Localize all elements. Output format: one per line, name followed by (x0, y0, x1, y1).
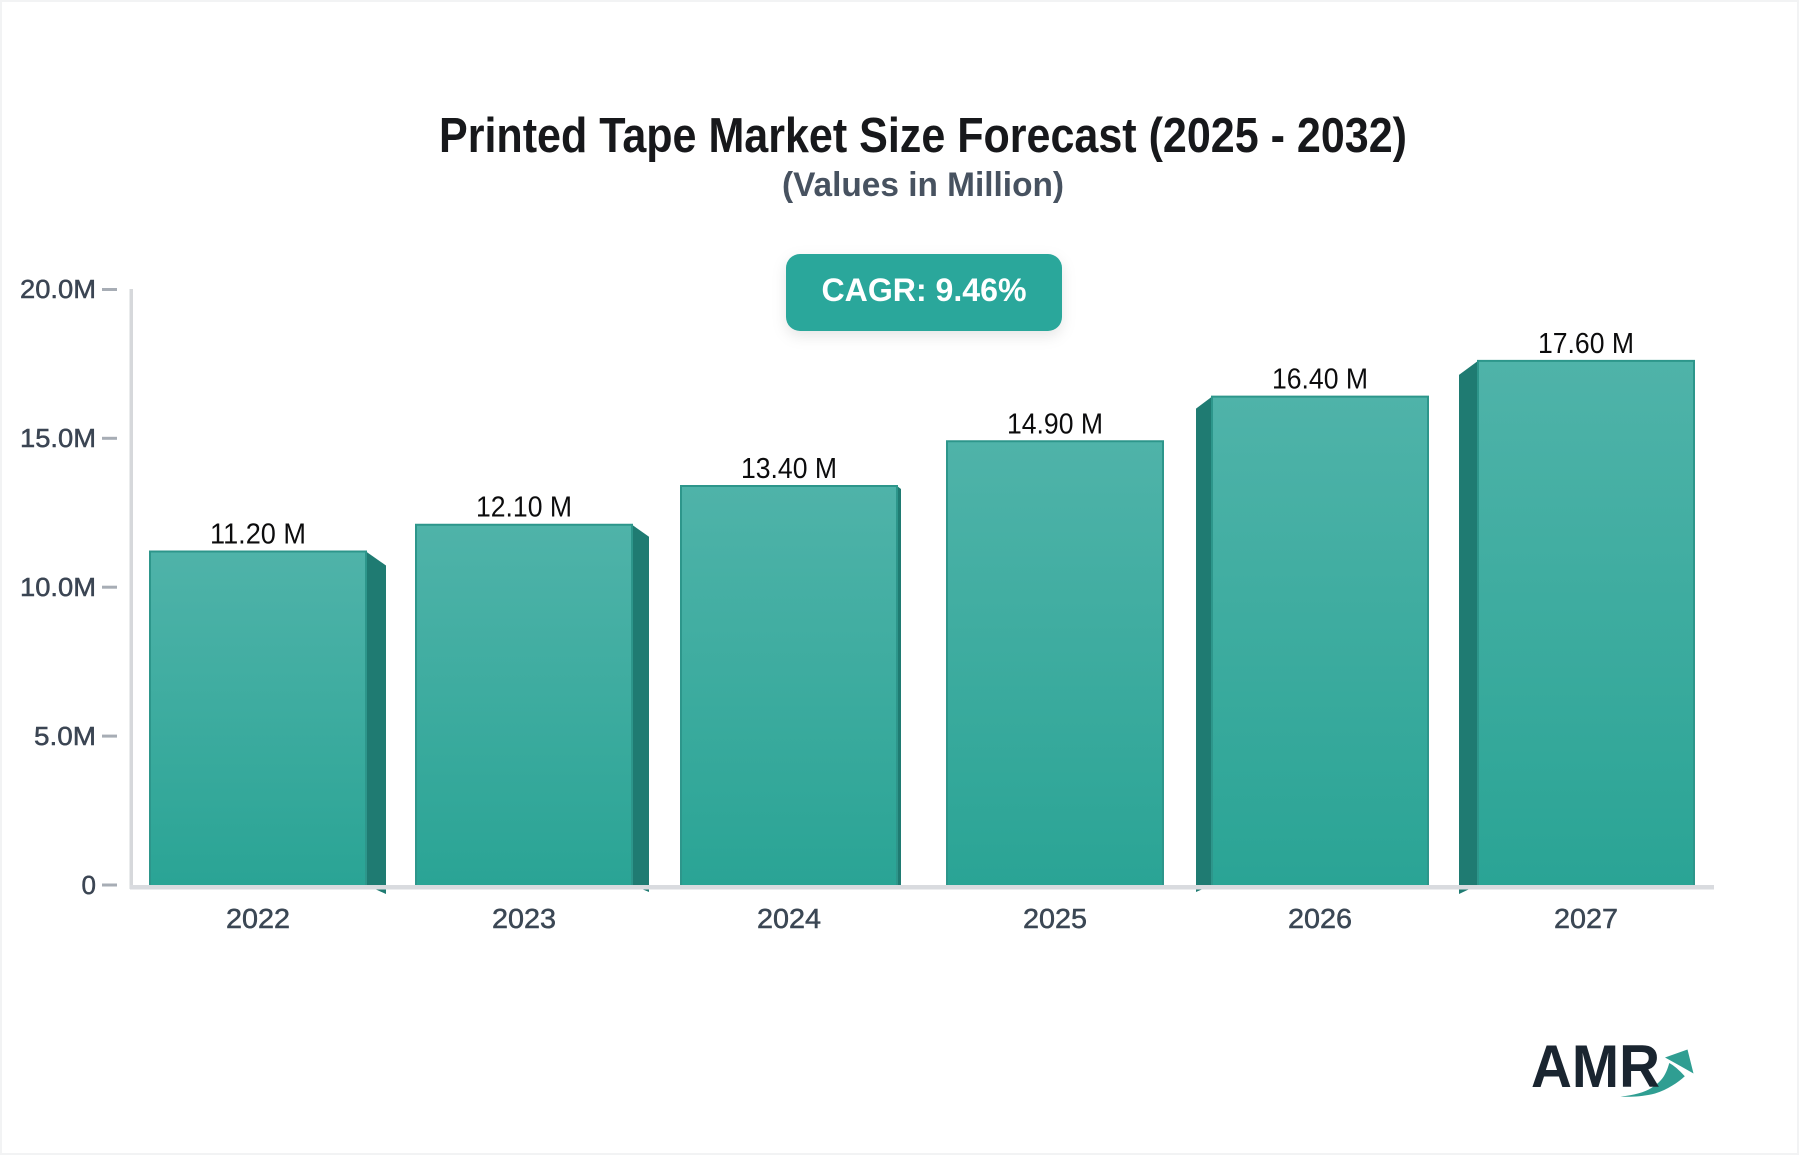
svg-text:17.60 M: 17.60 M (1538, 328, 1634, 360)
svg-text:11.20 M: 11.20 M (210, 519, 306, 551)
svg-text:AMR: AMR (1531, 1033, 1660, 1100)
svg-text:(Values in Million): (Values in Million) (782, 166, 1064, 204)
svg-text:0: 0 (82, 870, 96, 900)
svg-text:Printed Tape Market Size Forec: Printed Tape Market Size Forecast (2025 … (439, 109, 1407, 163)
svg-text:2026: 2026 (1288, 903, 1352, 934)
svg-text:20.0M: 20.0M (20, 274, 96, 304)
svg-text:2022: 2022 (226, 903, 290, 934)
svg-text:15.0M: 15.0M (20, 423, 96, 453)
svg-text:10.0M: 10.0M (20, 572, 96, 602)
svg-text:2023: 2023 (492, 903, 556, 934)
svg-text:2025: 2025 (1023, 903, 1087, 934)
svg-text:2024: 2024 (757, 903, 821, 934)
svg-text:13.40 M: 13.40 M (741, 453, 837, 485)
svg-text:5.0M: 5.0M (34, 721, 96, 751)
svg-text:16.40 M: 16.40 M (1272, 364, 1368, 396)
svg-text:2027: 2027 (1554, 903, 1618, 934)
svg-text:14.90 M: 14.90 M (1007, 408, 1103, 440)
svg-text:12.10 M: 12.10 M (476, 492, 572, 524)
svg-text:CAGR: 9.46%: CAGR: 9.46% (822, 272, 1027, 308)
